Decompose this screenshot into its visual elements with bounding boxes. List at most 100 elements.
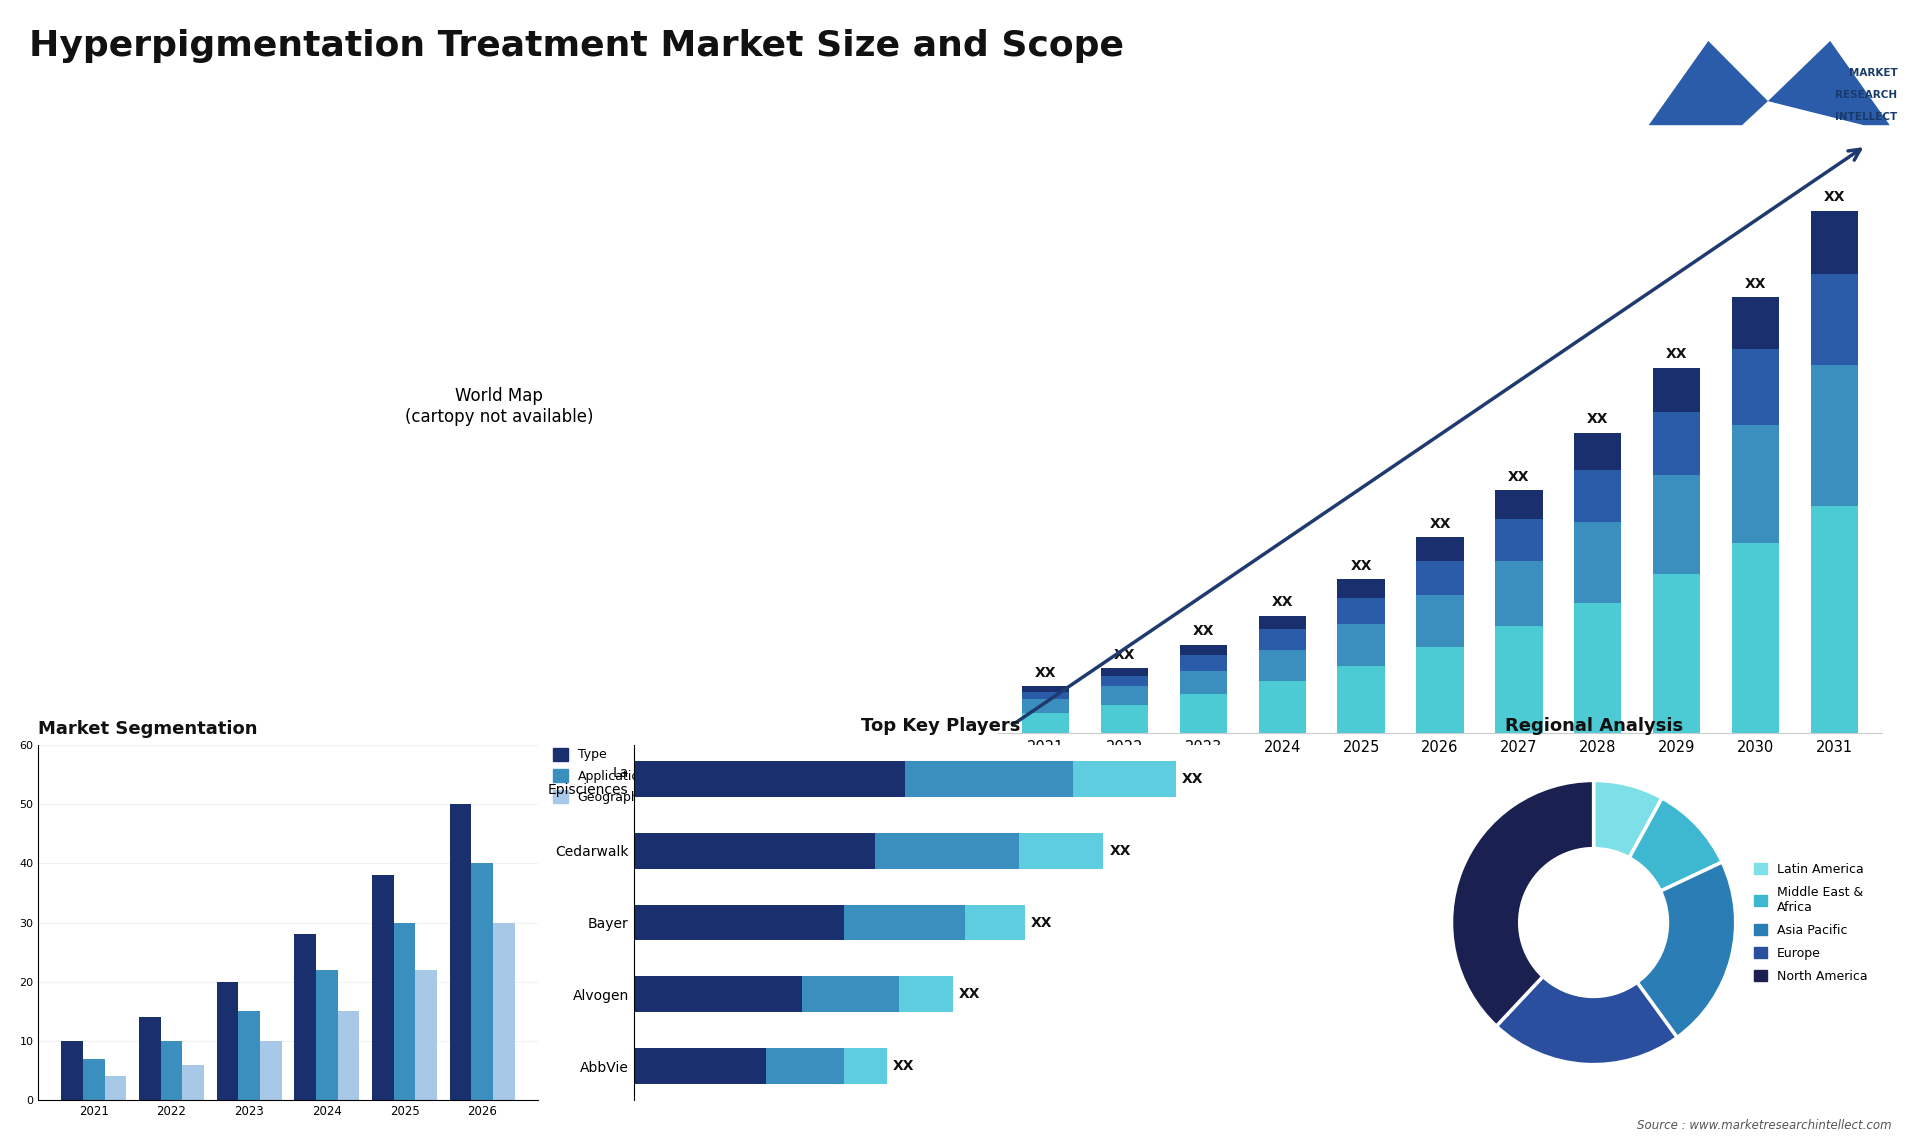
Text: RESEARCH: RESEARCH bbox=[1836, 91, 1897, 100]
Bar bbox=[1732, 297, 1780, 350]
Text: XX: XX bbox=[1114, 647, 1135, 661]
Bar bbox=[182, 1065, 204, 1100]
Bar bbox=[1100, 676, 1148, 686]
Bar bbox=[845, 1049, 887, 1084]
Bar bbox=[1574, 470, 1620, 521]
Bar bbox=[904, 761, 1073, 796]
Bar bbox=[1417, 537, 1463, 562]
Bar bbox=[372, 876, 394, 1100]
Bar bbox=[1021, 713, 1069, 733]
Bar bbox=[138, 1018, 161, 1100]
Bar bbox=[1732, 350, 1780, 425]
Bar bbox=[1811, 211, 1859, 274]
Bar bbox=[394, 923, 415, 1100]
Bar bbox=[966, 904, 1025, 941]
Bar bbox=[415, 970, 438, 1100]
Bar bbox=[634, 976, 803, 1012]
Bar bbox=[766, 1049, 845, 1084]
Text: XX: XX bbox=[958, 988, 981, 1002]
Bar bbox=[259, 1041, 282, 1100]
Legend: Latin America, Middle East &
Africa, Asia Pacific, Europe, North America: Latin America, Middle East & Africa, Asi… bbox=[1749, 857, 1872, 988]
Bar bbox=[1653, 368, 1701, 413]
Text: Market Segmentation: Market Segmentation bbox=[38, 720, 257, 738]
Bar bbox=[1338, 579, 1384, 597]
Text: XX: XX bbox=[1824, 190, 1845, 204]
Bar bbox=[634, 761, 904, 796]
Bar bbox=[1653, 474, 1701, 574]
Bar bbox=[104, 1076, 127, 1100]
Text: XX: XX bbox=[1181, 772, 1204, 786]
Wedge shape bbox=[1630, 798, 1722, 892]
Bar bbox=[1496, 562, 1542, 627]
Bar bbox=[1417, 595, 1463, 647]
Text: XX: XX bbox=[1350, 559, 1373, 573]
Bar bbox=[472, 863, 493, 1100]
Bar bbox=[449, 804, 472, 1100]
Bar bbox=[899, 976, 952, 1012]
Polygon shape bbox=[1768, 41, 1889, 125]
Bar bbox=[634, 833, 874, 869]
Bar bbox=[634, 904, 845, 941]
Bar bbox=[238, 1011, 259, 1100]
Text: XX: XX bbox=[1031, 916, 1052, 929]
Bar bbox=[83, 1059, 104, 1100]
Bar bbox=[1338, 623, 1384, 666]
Title: Top Key Players: Top Key Players bbox=[860, 717, 1021, 735]
Bar bbox=[1574, 603, 1620, 733]
Text: XX: XX bbox=[1271, 595, 1292, 610]
Bar bbox=[1021, 692, 1069, 699]
Bar bbox=[1100, 668, 1148, 676]
Wedge shape bbox=[1452, 780, 1594, 1026]
Wedge shape bbox=[1594, 780, 1663, 857]
Text: XX: XX bbox=[1667, 347, 1688, 361]
Bar bbox=[1811, 507, 1859, 733]
Bar bbox=[634, 1049, 766, 1084]
Wedge shape bbox=[1496, 976, 1678, 1065]
Bar bbox=[1260, 681, 1306, 733]
Text: MARKET: MARKET bbox=[1849, 69, 1897, 78]
Bar bbox=[217, 982, 238, 1100]
Text: INTELLECT: INTELLECT bbox=[1836, 112, 1897, 121]
Bar bbox=[1260, 650, 1306, 681]
Bar bbox=[1732, 543, 1780, 733]
Bar bbox=[338, 1011, 359, 1100]
Bar bbox=[1496, 490, 1542, 519]
Text: XX: XX bbox=[1035, 666, 1056, 680]
Text: XX: XX bbox=[1192, 625, 1213, 638]
Bar bbox=[1417, 647, 1463, 733]
Polygon shape bbox=[1649, 41, 1768, 125]
Text: XX: XX bbox=[1428, 517, 1452, 531]
Bar bbox=[1732, 425, 1780, 543]
Bar bbox=[1179, 644, 1227, 656]
Bar bbox=[1021, 686, 1069, 692]
Bar bbox=[1073, 761, 1175, 796]
Bar bbox=[1496, 519, 1542, 562]
Bar bbox=[1020, 833, 1104, 869]
Legend: Type, Application, Geography: Type, Application, Geography bbox=[549, 744, 651, 808]
Bar bbox=[1496, 627, 1542, 733]
Text: XX: XX bbox=[1110, 843, 1131, 857]
Bar bbox=[1021, 699, 1069, 713]
Text: Hyperpigmentation Treatment Market Size and Scope: Hyperpigmentation Treatment Market Size … bbox=[29, 29, 1123, 63]
Bar bbox=[317, 970, 338, 1100]
Bar bbox=[1260, 629, 1306, 650]
Bar bbox=[803, 976, 899, 1012]
Title: Regional Analysis: Regional Analysis bbox=[1505, 717, 1682, 735]
Bar bbox=[1100, 705, 1148, 733]
Bar bbox=[1179, 694, 1227, 733]
Text: XX: XX bbox=[1745, 276, 1766, 291]
Text: World Map
(cartopy not available): World Map (cartopy not available) bbox=[405, 387, 593, 426]
Bar bbox=[1811, 274, 1859, 366]
Bar bbox=[1179, 656, 1227, 670]
Wedge shape bbox=[1638, 862, 1736, 1037]
Bar bbox=[874, 833, 1020, 869]
Bar bbox=[1574, 521, 1620, 603]
Bar bbox=[294, 934, 317, 1100]
Text: XX: XX bbox=[1588, 413, 1609, 426]
Bar bbox=[1811, 366, 1859, 507]
Bar bbox=[1100, 686, 1148, 705]
Bar bbox=[493, 923, 515, 1100]
Bar bbox=[1179, 670, 1227, 694]
Text: Source : www.marketresearchintellect.com: Source : www.marketresearchintellect.com bbox=[1636, 1120, 1891, 1132]
Bar bbox=[845, 904, 966, 941]
